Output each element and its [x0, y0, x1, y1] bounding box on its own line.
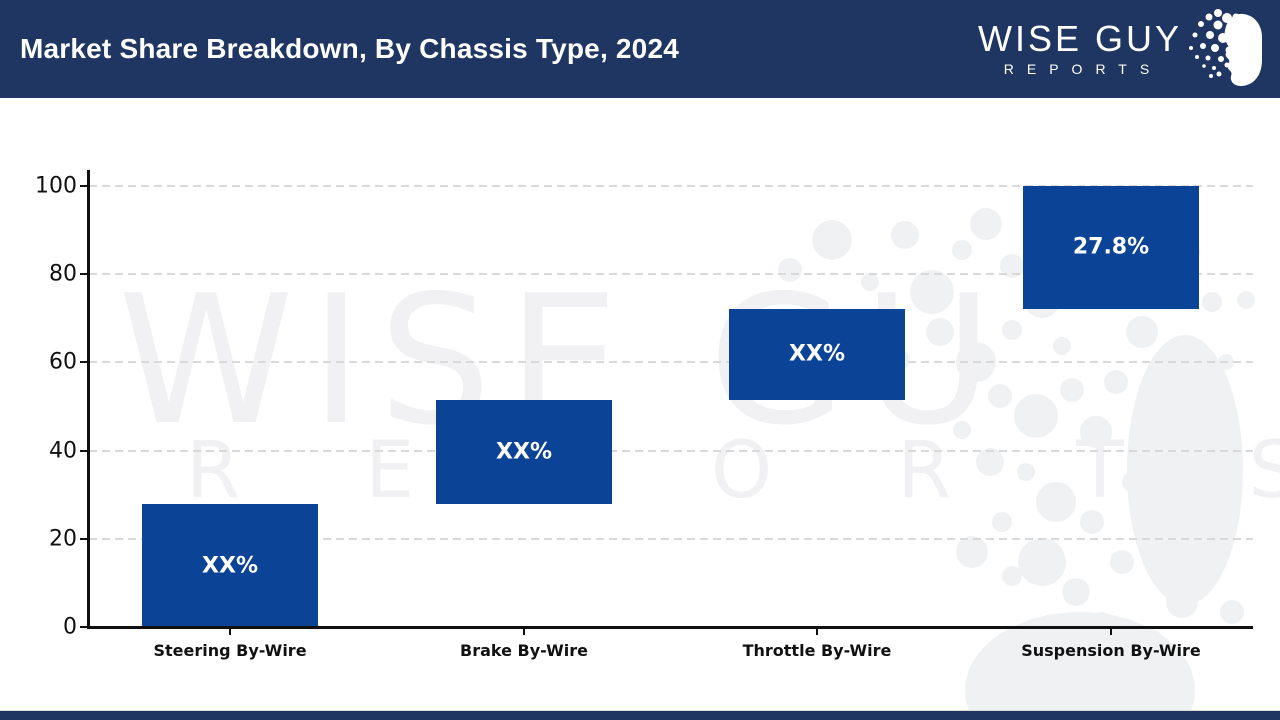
x-category-label: Suspension By-Wire	[1021, 641, 1201, 660]
dotted-head-icon	[1189, 9, 1263, 87]
x-tick-mark	[1110, 628, 1112, 635]
footer-band	[0, 711, 1280, 720]
bar-value-label: 27.8%	[1072, 234, 1150, 260]
bar-value-label: XX%	[789, 341, 845, 367]
gridline	[89, 449, 1253, 452]
footer-divider	[0, 710, 1280, 711]
watermark-subtitle: R E P O R T S	[186, 426, 1280, 516]
gridline	[89, 185, 1253, 187]
y-tick-label: 40	[49, 438, 77, 464]
bar	[1023, 186, 1199, 309]
y-tick-mark	[80, 449, 88, 452]
y-tick-label: 0	[63, 614, 77, 640]
wiseguy-logo: WISE GUY REPORTS	[978, 8, 1266, 90]
bar	[142, 504, 318, 627]
y-tick-label: 80	[49, 261, 77, 287]
logo-subtitle: REPORTS	[1003, 61, 1163, 77]
y-tick-mark	[80, 361, 88, 364]
y-tick-mark	[80, 626, 88, 628]
x-tick-mark	[523, 628, 525, 635]
gridline	[89, 361, 1253, 364]
y-tick-mark	[80, 185, 88, 187]
bar	[729, 308, 905, 400]
y-tick-label: 100	[35, 173, 77, 199]
header-band: Market Share Breakdown, By Chassis Type,…	[0, 0, 1280, 98]
bar-value-label: XX%	[202, 553, 258, 579]
x-tick-mark	[816, 628, 818, 635]
x-category-label: Brake By-Wire	[460, 641, 588, 660]
y-tick-label: 20	[49, 526, 77, 552]
page-title: Market Share Breakdown, By Chassis Type,…	[20, 33, 679, 64]
logo-text: WISE GUY REPORTS	[977, 18, 1182, 78]
x-tick-mark	[229, 628, 231, 635]
y-tick-mark	[80, 537, 88, 540]
x-axis-spine	[87, 626, 1253, 629]
x-category-label: Steering By-Wire	[153, 641, 307, 660]
y-axis-spine	[87, 170, 90, 629]
y-tick-label: 60	[49, 349, 77, 375]
gridline	[89, 537, 1253, 540]
bar	[436, 399, 612, 505]
logo-wordmark: WISE GUY	[977, 18, 1182, 59]
y-tick-mark	[80, 273, 88, 276]
x-category-label: Throttle By-Wire	[742, 641, 892, 660]
gridline	[89, 273, 1253, 276]
bar-value-label: XX%	[496, 439, 552, 465]
